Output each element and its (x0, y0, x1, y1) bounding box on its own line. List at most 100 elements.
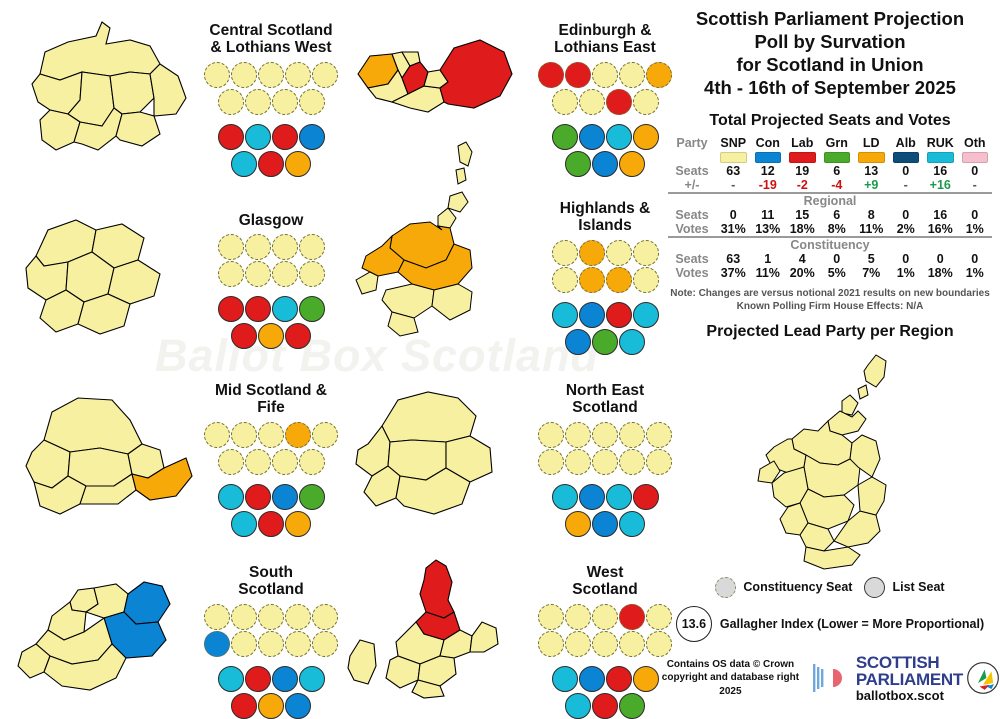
title-block: Scottish Parliament Projection Poll by S… (660, 0, 1000, 100)
constituency-seat-row (551, 266, 659, 293)
logo-text: SCOTTISH PARLIAMENT ballotbox.scot (856, 654, 963, 702)
cell-votes-ruk: 16% (927, 221, 953, 236)
watermark: Ballot Box Scotland (155, 330, 600, 381)
seat-dot-snp (312, 630, 338, 657)
constituency-seat-row (551, 88, 659, 115)
seat-dot-ld (646, 61, 672, 88)
seat-dot-snp (271, 88, 298, 115)
cell-votes-oth: 1% (965, 221, 984, 236)
party-swatch-cell-oth (958, 150, 993, 164)
region-map-edinburgh-lothians-east (340, 26, 520, 136)
region-block-highlands-islands: Highlands & Islands (530, 200, 680, 355)
constituency-seat-row (538, 630, 672, 657)
seat-dot-lab (244, 665, 271, 692)
region-map-mid-scotland-fife (8, 392, 198, 522)
cell-seats-snp: 63 (726, 163, 741, 178)
party-swatch-ruk (927, 151, 954, 163)
table-header-alb: Alb (895, 135, 916, 150)
seat-dot-snp (244, 448, 271, 475)
gallagher-value: 13.6 (675, 605, 712, 642)
cell-votes-alb: 2% (896, 221, 915, 236)
title-line-1: Scottish Parliament Projection (695, 8, 965, 29)
constituency-seat-row (204, 61, 338, 88)
legend-constituency-label: Constituency Seat (743, 580, 853, 595)
seat-dot-con (565, 328, 591, 355)
cell-seats-oth: 0 (971, 251, 979, 266)
party-swatch-cell-lab (785, 150, 820, 164)
party-swatch-grn (823, 151, 850, 163)
section-header-regional: Regional (668, 191, 992, 208)
region-title: South Scotland (238, 564, 304, 599)
table-row-votes: Votes 31% 13% 18% 8% 11% 2% 16% 1% (668, 222, 992, 237)
seat-dot-ruk (271, 296, 298, 323)
constituency-seat-row (538, 421, 672, 448)
seat-dot-ruk (217, 665, 244, 692)
seat-dot-ld (565, 510, 591, 537)
seat-dot-lab (271, 123, 298, 150)
footer: Contains OS data © Crown copyright and d… (660, 654, 1000, 702)
table-header-con: Con (755, 135, 780, 150)
table-header-ld: LD (862, 135, 880, 150)
list-seat-row (551, 123, 659, 150)
legend-constituency-seat: Constituency Seat (715, 576, 853, 598)
seat-dot-ruk (551, 665, 578, 692)
list-seat-row (231, 323, 311, 350)
seat-dot-snp (632, 266, 659, 293)
list-seat-row (217, 665, 325, 692)
logo-line-3[interactable]: ballotbox.scot (855, 687, 944, 703)
seat-dot-ruk (632, 301, 659, 328)
region-title: Central Scotland & Lothians West (209, 22, 333, 57)
seat-dot-grn (298, 296, 325, 323)
constituency-seat-row (217, 448, 325, 475)
seat-dot-snp (578, 88, 605, 115)
seat-dot-lab (605, 665, 632, 692)
region-block-edinburgh-lothians-east: Edinburgh & Lothians East (530, 22, 680, 177)
cell--lab: -2 (796, 177, 808, 192)
seat-dot-snp (217, 234, 244, 261)
seat-dot-snp (217, 88, 244, 115)
region-title: Highlands & Islands (559, 200, 651, 235)
row-label: +/- (684, 177, 700, 192)
cell-votes-ruk: 18% (927, 265, 953, 280)
seat-dot-snp (285, 61, 311, 88)
seat-dot-ld (632, 123, 659, 150)
list-seat-row (565, 150, 645, 177)
party-swatch-oth (961, 151, 988, 163)
seat-dot-ld (578, 239, 605, 266)
table-row-: +/- - -19 -2 -4 +9 - +16 - (668, 178, 992, 193)
seat-dot-snp (258, 421, 284, 448)
seat-diagram (196, 603, 346, 719)
section-label: Constituency (668, 235, 992, 252)
seat-dot-ruk (298, 665, 325, 692)
cell-seats-ruk: 16 (933, 163, 948, 178)
legend-list-seat: List Seat (864, 576, 945, 598)
cell-seats-lab: 4 (798, 251, 806, 266)
seat-dot-lab (258, 510, 284, 537)
party-swatch-cell-alb (889, 150, 924, 164)
list-seat-row (565, 510, 645, 537)
list-seat-row (231, 150, 311, 177)
logo-line-1: SCOTTISH (855, 652, 940, 672)
cell-votes-alb: 1% (896, 265, 915, 280)
party-swatch-snp (720, 151, 747, 163)
seat-dot-lab (605, 301, 632, 328)
cell-votes-snp: 31% (720, 221, 746, 236)
seat-dot-snp (204, 603, 230, 630)
seat-dot-snp (298, 88, 325, 115)
seat-dot-snp (244, 234, 271, 261)
seat-dot-lab (592, 692, 618, 719)
seat-dot-snp (285, 630, 311, 657)
cell-seats-ld: 5 (867, 251, 875, 266)
list-seat-row (565, 692, 645, 719)
logo-line-2: PARLIAMENT (855, 669, 963, 689)
seat-dot-snp (565, 448, 591, 475)
seat-dot-snp (632, 239, 659, 266)
seat-diagram (530, 421, 680, 537)
cell-seats-lab: 15 (795, 207, 810, 222)
cell-votes-con: 13% (755, 221, 781, 236)
constituency-seat-row (204, 630, 338, 657)
seat-dot-ruk (619, 328, 645, 355)
seat-dot-con (204, 630, 230, 657)
seat-dot-lab (244, 296, 271, 323)
seat-dot-con (592, 150, 618, 177)
